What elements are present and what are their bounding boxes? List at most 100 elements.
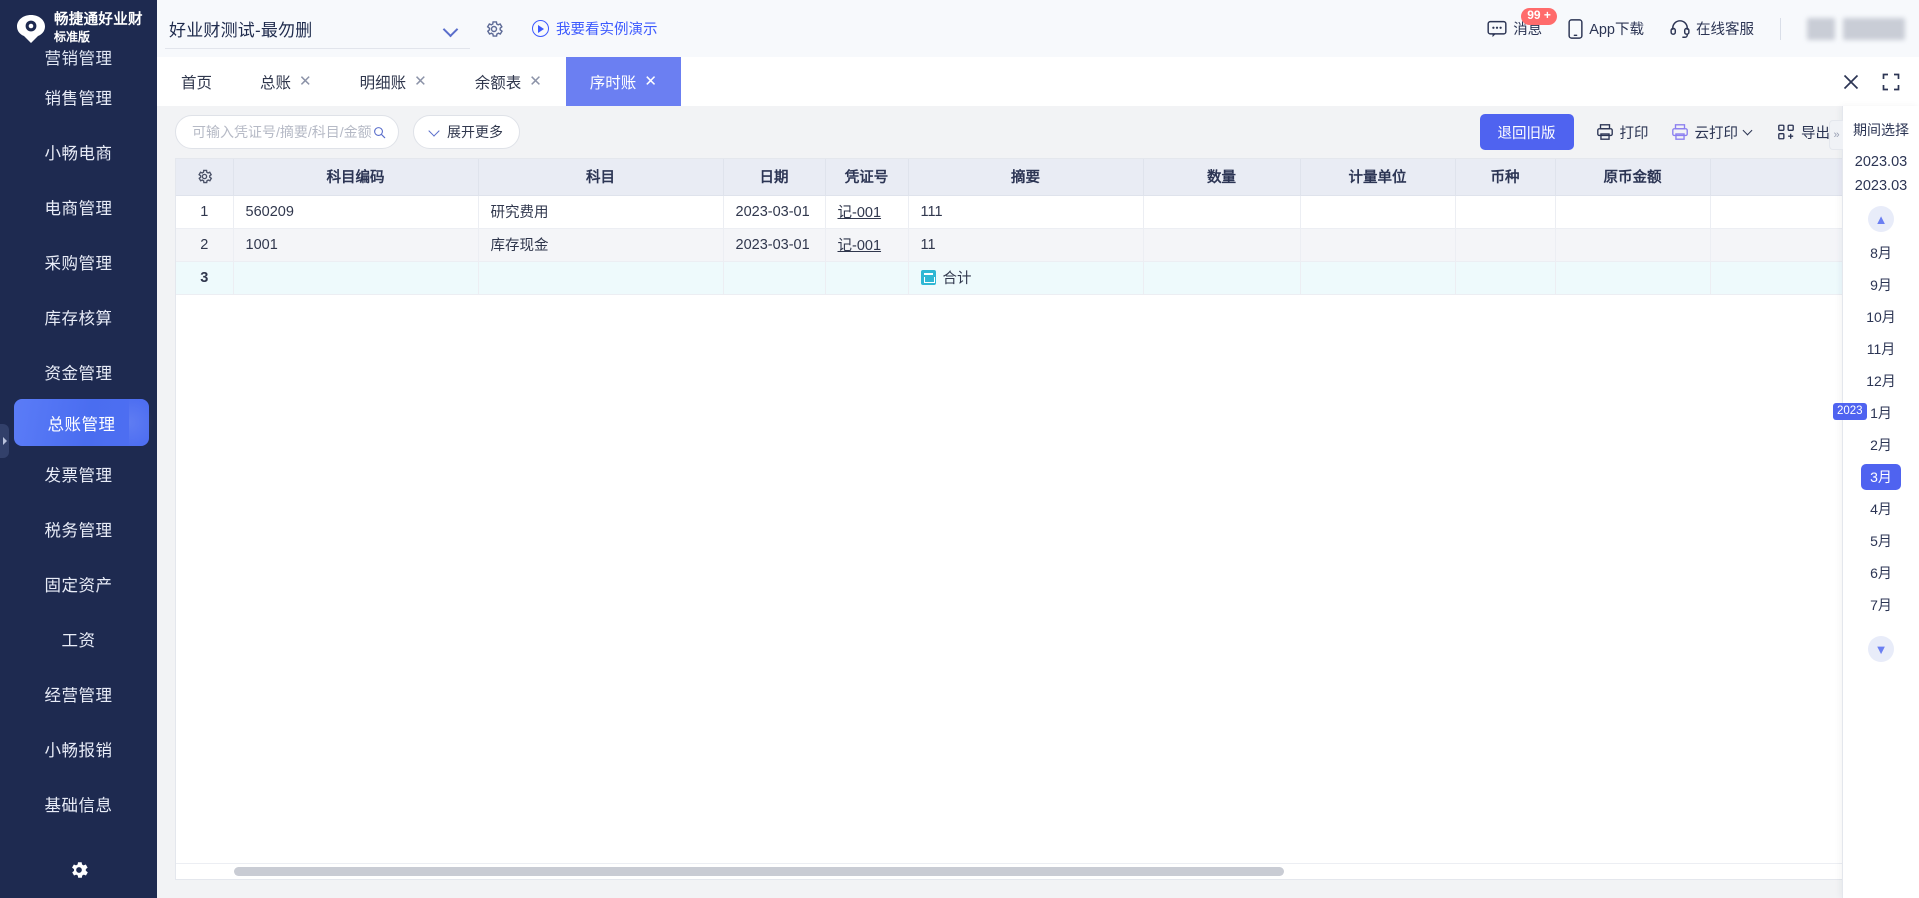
month-item-5[interactable]: 1月 [1870, 405, 1892, 421]
cell-voucher-no[interactable]: 记-001 [825, 195, 909, 229]
chevron-up-circle-icon[interactable]: ▲ [1868, 206, 1894, 232]
export-label: 导出 [1801, 125, 1830, 142]
search-input[interactable] [192, 124, 373, 140]
sidebar-item-1[interactable]: 小畅电商 [0, 124, 157, 179]
table-hscrollbar[interactable] [176, 863, 1900, 879]
period-end-value[interactable]: 2023.03 [1854, 178, 1908, 194]
expand-more-button[interactable]: 展开更多 [413, 115, 520, 149]
cell-summary: 11 [908, 228, 1144, 262]
sidebar-item-8[interactable]: 税务管理 [0, 501, 157, 556]
print-button[interactable]: 打印 [1596, 122, 1649, 143]
export-icon [1778, 124, 1794, 140]
sidebar-item-12[interactable]: 小畅报销 [0, 721, 157, 776]
month-item-9[interactable]: 5月 [1870, 533, 1892, 549]
tab-close-icon[interactable]: ✕ [299, 73, 312, 90]
sidebar-item-7[interactable]: 发票管理 [0, 446, 157, 501]
sidebar-item-partial[interactable]: 营销管理 [44, 50, 113, 68]
demo-link[interactable]: 我要看实例演示 [532, 18, 658, 39]
month-item-1[interactable]: 9月 [1870, 277, 1892, 293]
col-header-unit[interactable]: 计量单位 [1300, 159, 1456, 196]
col-header-subject[interactable]: 科目 [478, 159, 724, 196]
sidebar-collapse-handle[interactable] [0, 424, 9, 458]
tab-close-icon[interactable]: ✕ [644, 73, 657, 90]
tab-3[interactable]: 余额表 ✕ [451, 57, 566, 106]
close-icon[interactable] [1841, 72, 1861, 92]
cell-subject: 库存现金 [478, 228, 724, 262]
col-header-subject-code[interactable]: 科目编码 [233, 159, 479, 196]
month-item-7[interactable]: 3月 [1861, 464, 1901, 490]
tab-4[interactable]: 序时账 ✕ [565, 57, 681, 106]
tab-0[interactable]: 首页 [157, 57, 236, 106]
sidebar-item-9[interactable]: 固定资产 [0, 556, 157, 611]
month-item-11[interactable]: 7月 [1870, 597, 1892, 613]
messages-button[interactable]: 消息 99 + [1487, 8, 1557, 39]
tab-label: 序时账 [589, 74, 637, 92]
period-start-value[interactable]: 2023.03 [1854, 154, 1908, 170]
chevron-down-circle-icon[interactable]: ▼ [1868, 636, 1894, 662]
tab-bar: 首页 总账 ✕ 明细账 ✕ 余额表 ✕ 序时账 ✕ [157, 57, 1919, 106]
sidebar-item-6[interactable]: 总账管理 [14, 399, 155, 446]
tab-1[interactable]: 总账 ✕ [236, 57, 336, 106]
total-cell-subject [478, 261, 724, 295]
sidebar-item-0[interactable]: 销售管理 [0, 69, 157, 124]
tab-2[interactable]: 明细账 ✕ [336, 57, 451, 106]
cell-subject-code: 560209 [233, 195, 479, 229]
row-index: 2 [176, 228, 234, 262]
content-area: 展开更多 退回旧版 打印 [157, 106, 1919, 898]
account-settings-button[interactable] [484, 19, 504, 39]
fullscreen-icon[interactable] [1881, 72, 1901, 92]
tab-close-icon[interactable]: ✕ [414, 73, 427, 90]
col-header-date[interactable]: 日期 [723, 159, 826, 196]
sidebar-item-13[interactable]: 基础信息 [0, 776, 157, 831]
hscroll-thumb[interactable] [234, 867, 1284, 876]
tab-label: 首页 [181, 74, 213, 92]
col-header-summary[interactable]: 摘要 [908, 159, 1144, 196]
month-item-0[interactable]: 8月 [1870, 245, 1892, 261]
sidebar-item-10[interactable]: 工资 [0, 611, 157, 666]
gear-icon [71, 862, 88, 878]
sidebar-item-2[interactable]: 电商管理 [0, 179, 157, 234]
table-settings-header[interactable] [176, 159, 234, 196]
month-item-10[interactable]: 6月 [1870, 565, 1892, 581]
month-item-6[interactable]: 2月 [1870, 437, 1892, 453]
cell-currency [1455, 195, 1556, 229]
sidebar-item-3[interactable]: 采购管理 [0, 234, 157, 289]
month-item-8[interactable]: 4月 [1870, 501, 1892, 517]
total-cell-summary: 合计 [908, 261, 1144, 295]
sidebar-item-11[interactable]: 经营管理 [0, 666, 157, 721]
voucher-link[interactable]: 记-001 [837, 238, 882, 254]
sidebar-settings-button[interactable] [0, 842, 157, 898]
sidebar-item-5[interactable]: 资金管理 [0, 344, 157, 399]
cloud-print-button[interactable]: 云打印 [1671, 122, 1756, 143]
online-service-button[interactable]: 在线客服 [1670, 18, 1754, 39]
voucher-link[interactable]: 记-001 [837, 205, 882, 221]
cell-date: 2023-03-01 [723, 195, 826, 229]
sidebar-item-4[interactable]: 库存核算 [0, 289, 157, 344]
export-button[interactable]: 导出 [1777, 122, 1830, 143]
online-service-label: 在线客服 [1696, 22, 1754, 38]
chanjet-logo-icon [14, 12, 48, 46]
tab-close-icon[interactable]: ✕ [529, 73, 542, 90]
app-download-button[interactable]: App下载 [1568, 18, 1644, 39]
month-item-2[interactable]: 10月 [1866, 309, 1896, 325]
col-header-orig-amount[interactable]: 原币金额 [1555, 159, 1711, 196]
hscroll-track[interactable] [182, 867, 1894, 876]
month-list: 8月 9月 10月 11月 12月 2023 1月 2月 3月 4月 5月 6月 7月 [1833, 240, 1901, 624]
period-panel-collapse-button[interactable]: » [1829, 120, 1843, 150]
col-header-currency[interactable]: 币种 [1455, 159, 1556, 196]
cell-voucher-no[interactable]: 记-001 [825, 228, 909, 262]
sidebar-item-label: 工资 [61, 631, 96, 650]
search-box[interactable] [175, 115, 399, 149]
col-header-quantity[interactable]: 数量 [1143, 159, 1301, 196]
table-row[interactable]: 1 560209 研究费用 2023-03-01 记-001 111 [176, 195, 1900, 229]
rollback-button[interactable]: 退回旧版 [1479, 114, 1574, 150]
search-icon[interactable] [373, 123, 386, 142]
account-selector[interactable]: 好业财测试-最勿删 [165, 9, 470, 49]
month-item-3[interactable]: 11月 [1866, 341, 1896, 357]
table-row[interactable]: 2 1001 库存现金 2023-03-01 记-001 11 [176, 228, 1900, 262]
user-profile-redacted[interactable] [1807, 17, 1905, 40]
month-item-4[interactable]: 12月 [1866, 373, 1896, 389]
col-header-voucher-no[interactable]: 凭证号 [825, 159, 909, 196]
main-area: 好业财测试-最勿删 我要看实例演示 [157, 0, 1919, 898]
cell-date: 2023-03-01 [723, 228, 826, 262]
